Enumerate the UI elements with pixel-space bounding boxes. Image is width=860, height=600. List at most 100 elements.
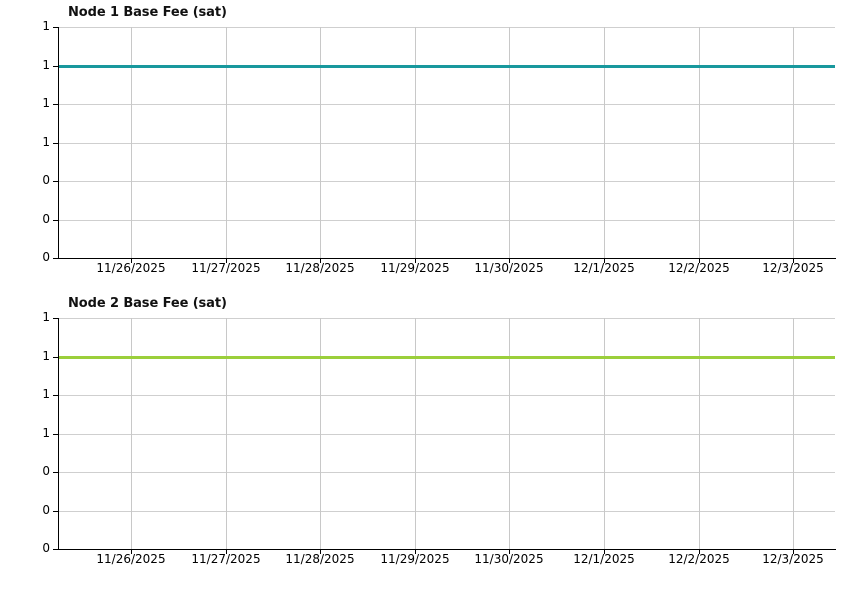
series-line bbox=[58, 356, 835, 359]
chart-title: Node 2 Base Fee (sat) bbox=[68, 296, 227, 311]
gridline-vertical bbox=[415, 318, 416, 549]
x-axis-spine-1 bbox=[58, 549, 836, 550]
gridline-vertical bbox=[320, 27, 321, 258]
x-axis-tick bbox=[320, 549, 321, 554]
x-axis-tick bbox=[793, 549, 794, 554]
gridline-vertical bbox=[509, 27, 510, 258]
x-axis-tick bbox=[509, 549, 510, 554]
y-axis-tick-label: 0 bbox=[42, 212, 50, 226]
y-axis-tick-label: 1 bbox=[42, 135, 50, 149]
y-axis-tick bbox=[53, 27, 58, 28]
x-axis-tick bbox=[320, 258, 321, 263]
y-axis-tick-label: 1 bbox=[42, 19, 50, 33]
x-axis-tick bbox=[604, 258, 605, 263]
x-axis-tick-label: 11/29/2025 bbox=[380, 552, 450, 566]
y-axis-labels-0: 1 1 1 1 0 0 0 bbox=[0, 0, 50, 290]
y-axis-tick-label: 0 bbox=[42, 503, 50, 517]
y-axis-tick-label: 0 bbox=[42, 250, 50, 264]
x-axis-tick-label: 12/3/2025 bbox=[762, 552, 824, 566]
gridline-horizontal bbox=[58, 472, 835, 473]
gridline-horizontal bbox=[58, 27, 835, 28]
gridline-vertical bbox=[415, 27, 416, 258]
x-axis-tick bbox=[131, 258, 132, 263]
x-axis-tick-label: 11/28/2025 bbox=[285, 261, 355, 275]
x-axis-tick-label: 11/29/2025 bbox=[380, 261, 450, 275]
y-axis-tick bbox=[53, 66, 58, 67]
y-axis-tick bbox=[53, 511, 58, 512]
y-axis-tick bbox=[53, 258, 58, 259]
gridline-horizontal bbox=[58, 318, 835, 319]
gridline-vertical bbox=[604, 318, 605, 549]
y-axis-tick-label: 1 bbox=[42, 58, 50, 72]
gridline-horizontal bbox=[58, 434, 835, 435]
x-axis-tick-label: 12/1/2025 bbox=[573, 261, 635, 275]
y-axis-spine-0 bbox=[58, 27, 59, 259]
chart-panel-node-2: Node 2 Base Fee (sat) 1 1 1 1 0 0 0 11/26/2025… bbox=[0, 291, 860, 581]
y-axis-tick-label: 0 bbox=[42, 541, 50, 555]
gridline-vertical bbox=[604, 27, 605, 258]
gridline-vertical bbox=[793, 318, 794, 549]
y-axis-tick-label: 1 bbox=[42, 426, 50, 440]
plot-area-0 bbox=[58, 27, 835, 259]
x-axis-tick-label: 11/26/2025 bbox=[96, 552, 166, 566]
gridline-vertical bbox=[509, 318, 510, 549]
gridline-vertical bbox=[131, 318, 132, 549]
chart-panel-node-1: Node 1 Base Fee (sat) 1 1 1 1 0 0 0 11/26/2025… bbox=[0, 0, 860, 290]
gridline-horizontal bbox=[58, 395, 835, 396]
x-axis-tick-label: 11/30/2025 bbox=[474, 552, 544, 566]
y-axis-tick bbox=[53, 104, 58, 105]
gridline-vertical bbox=[320, 318, 321, 549]
x-axis-tick bbox=[131, 549, 132, 554]
gridline-horizontal bbox=[58, 104, 835, 105]
y-axis-tick-label: 1 bbox=[42, 387, 50, 401]
y-axis-tick-label: 1 bbox=[42, 96, 50, 110]
y-axis-tick bbox=[53, 318, 58, 319]
gridline-vertical bbox=[699, 27, 700, 258]
gridline-horizontal bbox=[58, 511, 835, 512]
gridline-vertical bbox=[793, 27, 794, 258]
gridline-horizontal bbox=[58, 220, 835, 221]
x-axis-tick-label: 11/26/2025 bbox=[96, 261, 166, 275]
x-axis-tick-label: 11/27/2025 bbox=[191, 261, 261, 275]
x-axis-tick bbox=[604, 549, 605, 554]
y-axis-tick bbox=[53, 434, 58, 435]
x-axis-tick bbox=[226, 549, 227, 554]
x-axis-tick bbox=[415, 258, 416, 263]
x-axis-tick-label: 11/30/2025 bbox=[474, 261, 544, 275]
gridline-horizontal bbox=[58, 143, 835, 144]
x-axis-tick-label: 12/3/2025 bbox=[762, 261, 824, 275]
gridline-vertical bbox=[699, 318, 700, 549]
y-axis-labels-1: 1 1 1 1 0 0 0 bbox=[0, 291, 50, 581]
y-axis-tick-label: 1 bbox=[42, 310, 50, 324]
y-axis-tick bbox=[53, 143, 58, 144]
x-axis-tick bbox=[509, 258, 510, 263]
x-axis-tick bbox=[415, 549, 416, 554]
y-axis-spine-1 bbox=[58, 318, 59, 550]
gridline-vertical bbox=[226, 318, 227, 549]
x-axis-tick bbox=[226, 258, 227, 263]
x-axis-tick bbox=[793, 258, 794, 263]
y-axis-tick-label: 0 bbox=[42, 464, 50, 478]
y-axis-tick bbox=[53, 549, 58, 550]
plot-area-1 bbox=[58, 318, 835, 550]
y-axis-tick bbox=[53, 220, 58, 221]
x-axis-spine-0 bbox=[58, 258, 836, 259]
chart-title: Node 1 Base Fee (sat) bbox=[68, 5, 227, 20]
x-axis-tick-label: 11/27/2025 bbox=[191, 552, 261, 566]
y-axis-tick-label: 0 bbox=[42, 173, 50, 187]
x-axis-tick-label: 12/2/2025 bbox=[668, 261, 730, 275]
y-axis-tick bbox=[53, 395, 58, 396]
x-axis-tick-label: 11/28/2025 bbox=[285, 552, 355, 566]
y-axis-tick bbox=[53, 181, 58, 182]
x-axis-tick bbox=[699, 258, 700, 263]
series-line bbox=[58, 65, 835, 68]
gridline-horizontal bbox=[58, 181, 835, 182]
y-axis-tick bbox=[53, 472, 58, 473]
y-axis-tick bbox=[53, 357, 58, 358]
x-axis-tick bbox=[699, 549, 700, 554]
gridline-vertical bbox=[131, 27, 132, 258]
gridline-vertical bbox=[226, 27, 227, 258]
x-axis-tick-label: 12/1/2025 bbox=[573, 552, 635, 566]
y-axis-tick-label: 1 bbox=[42, 349, 50, 363]
